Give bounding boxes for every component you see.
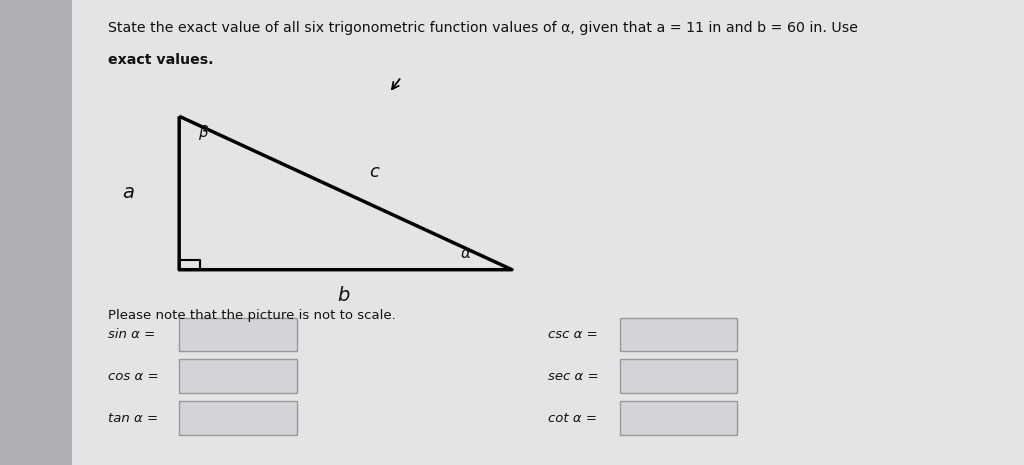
Bar [620,359,737,393]
Text: sec α =: sec α = [548,370,598,383]
Text: csc α =: csc α = [548,328,598,341]
Bar [179,401,297,435]
Text: tan α =: tan α = [108,412,158,425]
Text: exact values.: exact values. [108,53,213,67]
Text: Please note that the picture is not to scale.: Please note that the picture is not to s… [108,309,395,322]
Text: b: b [337,286,349,305]
Text: c: c [369,163,379,181]
Text: State the exact value of all six trigonometric function values of α, given that : State the exact value of all six trigono… [108,21,857,35]
Bar [0,0,72,465]
Bar [179,318,297,351]
Bar [620,401,737,435]
Bar [620,318,737,351]
Text: a: a [122,184,134,202]
Text: α: α [461,246,471,261]
Text: sin α =: sin α = [108,328,155,341]
Bar [179,359,297,393]
Text: cos α =: cos α = [108,370,158,383]
Text: cot α =: cot α = [548,412,597,425]
Text: β: β [198,125,208,140]
